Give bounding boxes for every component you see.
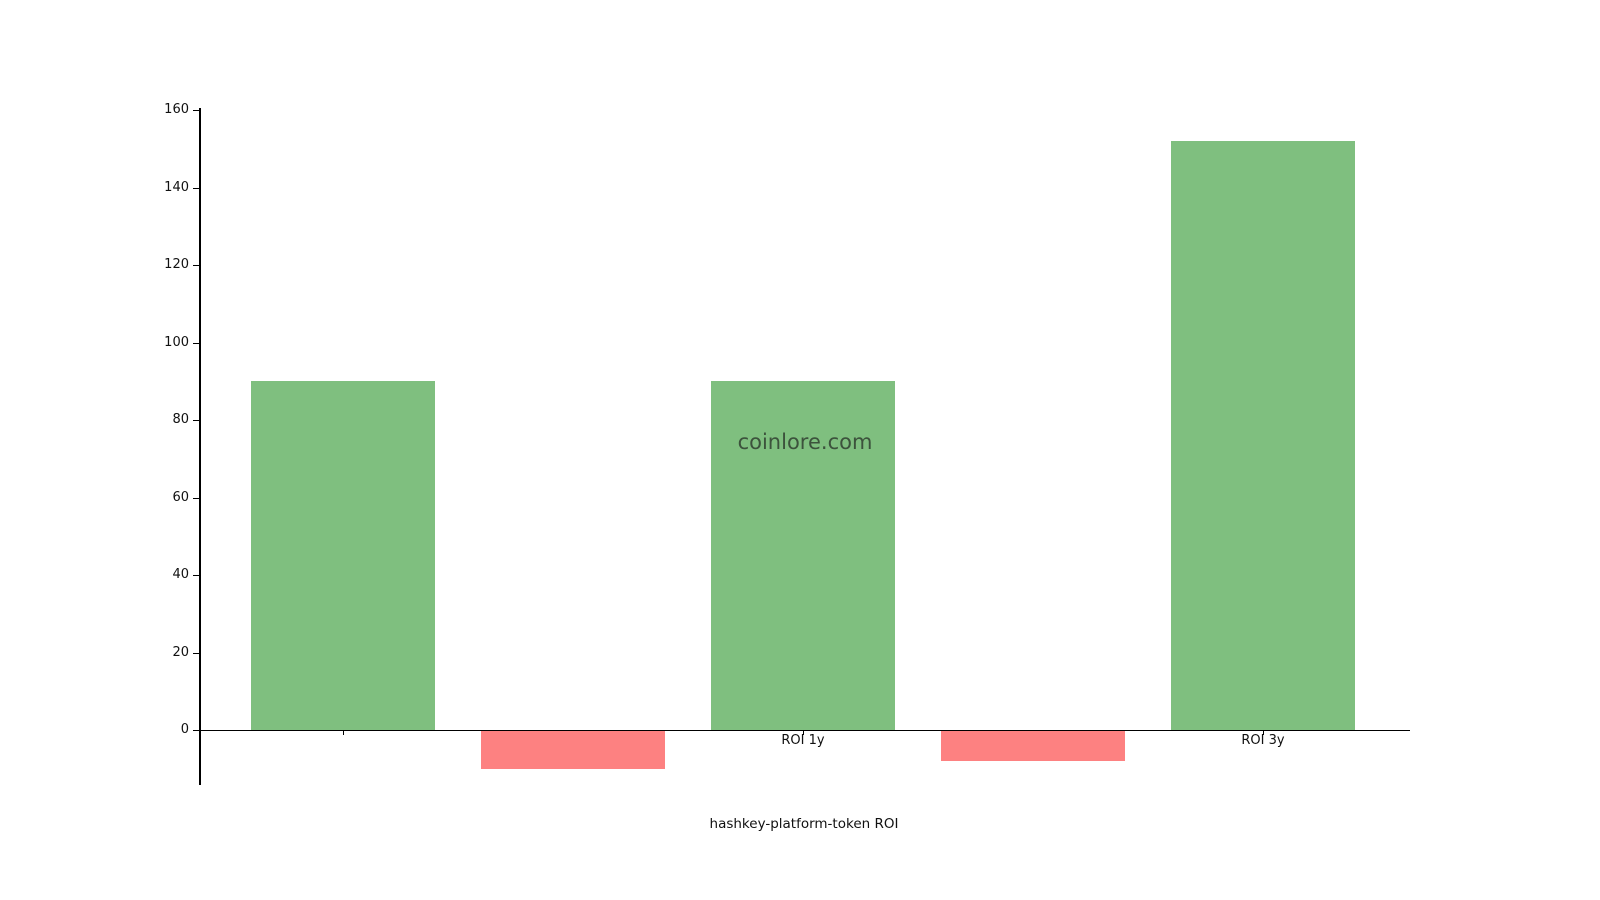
bar-1 <box>251 381 435 730</box>
y-axis-tick <box>193 187 199 189</box>
x-axis-tick <box>803 730 804 735</box>
y-axis-tick <box>193 652 199 654</box>
y-axis-tick <box>193 497 199 499</box>
x-axis-tick-label: ROI 3y <box>1241 733 1285 748</box>
y-axis-tick-label: 140 <box>164 179 189 195</box>
x-axis-line <box>199 729 1410 731</box>
bar-3 <box>711 381 895 730</box>
y-axis-tick-label: 20 <box>172 644 189 660</box>
y-axis-tick <box>193 575 199 576</box>
x-axis-tick-label: ROI 1y <box>781 733 825 748</box>
x-axis-tick <box>343 730 344 735</box>
bar-2 <box>481 730 665 769</box>
bar-5 <box>1171 141 1355 730</box>
chart-title: hashkey-platform-token ROI <box>709 816 899 832</box>
bar-4 <box>941 730 1125 761</box>
y-axis-tick-label: 100 <box>164 334 189 350</box>
y-axis-tick <box>193 342 199 344</box>
y-axis-tick-label: 80 <box>172 412 189 427</box>
y-axis-tick <box>193 420 199 421</box>
y-axis-tick-label: 160 <box>164 102 189 117</box>
y-axis-tick-label: 40 <box>172 567 189 582</box>
y-axis-tick-label: 60 <box>172 489 189 505</box>
y-axis-tick <box>193 730 199 731</box>
watermark-text: coinlore.com <box>737 430 873 454</box>
x-axis-tick <box>1263 730 1264 735</box>
y-axis-tick <box>193 110 199 111</box>
y-axis-tick <box>193 265 199 266</box>
y-axis-spine <box>199 108 201 785</box>
y-axis-tick-label: 120 <box>164 257 189 272</box>
y-axis-tick-label: 0 <box>180 722 189 737</box>
